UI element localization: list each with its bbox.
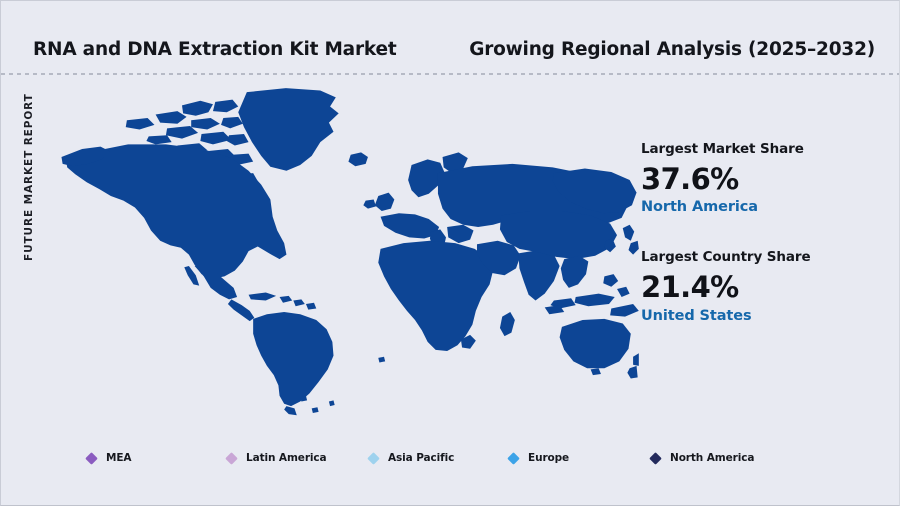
- legend-item-asia-pacific[interactable]: Asia Pacific: [367, 447, 455, 469]
- legend-item-latin-america[interactable]: Latin America: [225, 447, 327, 469]
- legend-marker-diamond-icon: [507, 451, 520, 465]
- legend-label: North America: [670, 452, 755, 464]
- legend-item-north-america[interactable]: North America: [649, 447, 755, 469]
- legend-label: Latin America: [246, 452, 327, 464]
- map-legend: MEA Latin America Asia Pacific Europe No…: [85, 447, 787, 469]
- stat-block-market-share: Largest Market Share 37.6% North America: [641, 141, 881, 215]
- stats-panel: Largest Market Share 37.6% North America…: [641, 141, 881, 358]
- legend-marker-diamond-icon: [225, 451, 238, 465]
- header: RNA and DNA Extraction Kit Market Growin…: [1, 1, 899, 75]
- legend-marker-diamond-icon: [367, 451, 380, 465]
- world-map: [59, 87, 639, 417]
- stat-region: North America: [641, 199, 758, 216]
- stat-value: 21.4%: [641, 270, 739, 305]
- stat-value: 37.6%: [641, 162, 739, 196]
- legend-marker-diamond-icon: [649, 451, 662, 465]
- page-title: RNA and DNA Extraction Kit Market: [33, 39, 397, 60]
- legend-item-mea[interactable]: MEA: [85, 447, 132, 469]
- stat-label: Largest Market Share: [641, 141, 804, 157]
- legend-label: Asia Pacific: [388, 452, 455, 464]
- stat-label: Largest Country Share: [641, 249, 811, 266]
- stat-block-country-share: Largest Country Share 21.4% United State…: [641, 249, 881, 323]
- world-map-landmasses: [61, 88, 639, 416]
- world-map-svg: [61, 88, 639, 416]
- legend-label: Europe: [528, 452, 570, 464]
- legend-label: MEA: [106, 452, 132, 464]
- stat-region: United States: [641, 307, 752, 324]
- legend-marker-diamond-icon: [85, 451, 98, 465]
- header-subtitle: Growing Regional Analysis (2025–2032): [469, 39, 875, 60]
- legend-item-europe[interactable]: Europe: [507, 447, 570, 469]
- header-divider: [1, 73, 899, 75]
- brand-vertical-label: FUTURE MARKET REPORT: [23, 93, 35, 261]
